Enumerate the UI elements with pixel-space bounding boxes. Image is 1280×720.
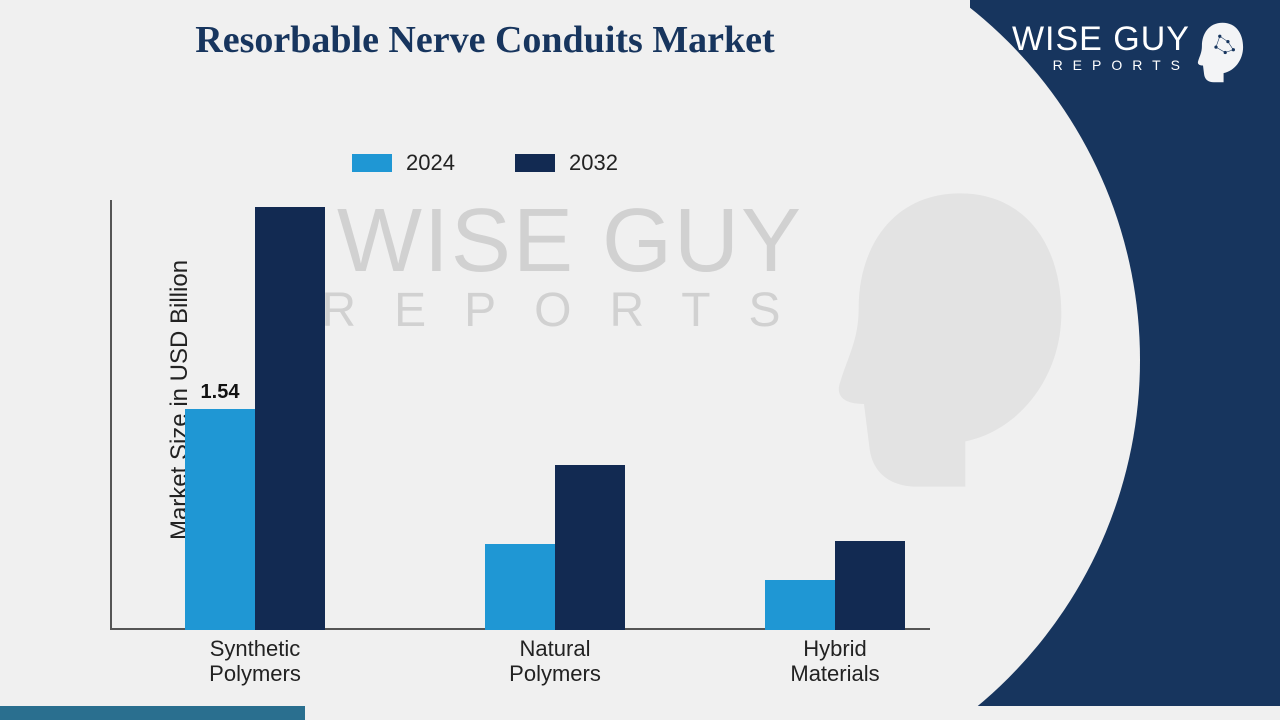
bar: 1.54: [185, 409, 255, 630]
bar-group: NaturalPolymers: [470, 465, 640, 630]
legend-swatch-2032: [515, 154, 555, 172]
chart-title: Resorbable Nerve Conduits Market: [0, 18, 970, 62]
bar: [555, 465, 625, 630]
bottom-accent-bar: [0, 706, 305, 720]
bar: [835, 541, 905, 630]
plot-area: 1.54SyntheticPolymers NaturalPolymers Hybr…: [110, 200, 930, 630]
bar: [255, 207, 325, 630]
legend-item-2032: 2032: [515, 150, 618, 176]
brand-logo: WISE GUY REPORTS: [990, 20, 1250, 73]
bar: [485, 544, 555, 630]
bar-group: HybridMaterials: [750, 541, 920, 630]
category-label: HybridMaterials: [735, 636, 935, 687]
bar-group: 1.54SyntheticPolymers: [170, 207, 340, 630]
category-label: NaturalPolymers: [455, 636, 655, 687]
legend-label-2032: 2032: [569, 150, 618, 176]
legend-item-2024: 2024: [352, 150, 455, 176]
y-axis-line: [110, 200, 112, 630]
legend-swatch-2024: [352, 154, 392, 172]
right-panel: [970, 0, 1280, 706]
legend-label-2024: 2024: [406, 150, 455, 176]
bar: [765, 580, 835, 630]
category-label: SyntheticPolymers: [155, 636, 355, 687]
chart-canvas: WISE GUY REPORTS Resorbable Nerve Condui…: [0, 0, 1280, 720]
bar-value-label: 1.54: [185, 381, 255, 404]
brand-line2: REPORTS: [990, 57, 1190, 73]
legend: 2024 2032: [0, 150, 970, 176]
brand-head-icon: [1195, 20, 1250, 85]
brand-line1: WISE GUY: [990, 20, 1190, 59]
